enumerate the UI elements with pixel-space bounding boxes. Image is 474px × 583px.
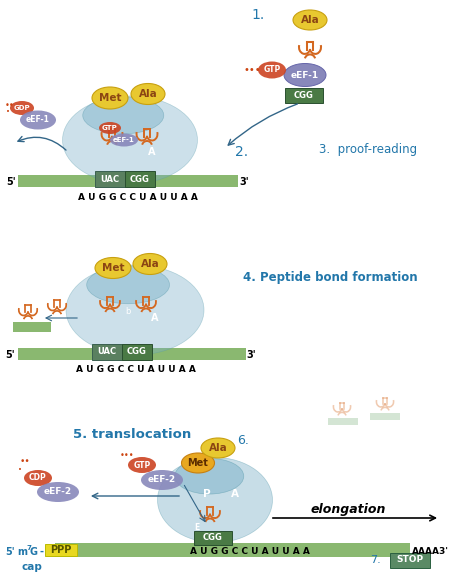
Text: •: • — [6, 109, 10, 115]
Ellipse shape — [128, 457, 156, 473]
Text: 5': 5' — [5, 547, 15, 557]
Ellipse shape — [10, 101, 34, 115]
Text: 7.: 7. — [370, 555, 380, 565]
Ellipse shape — [99, 122, 121, 134]
Text: A: A — [148, 147, 156, 157]
Text: 3': 3' — [239, 177, 249, 187]
Text: 2.: 2. — [236, 145, 248, 159]
Text: 3.  proof-reading: 3. proof-reading — [319, 143, 417, 156]
Text: Ala: Ala — [138, 89, 157, 99]
Ellipse shape — [83, 97, 164, 134]
Ellipse shape — [175, 458, 244, 494]
Text: Met: Met — [102, 263, 124, 273]
Ellipse shape — [141, 470, 183, 490]
Text: CGG: CGG — [203, 533, 223, 543]
Text: GTP: GTP — [264, 65, 281, 75]
Text: Ala: Ala — [209, 443, 228, 453]
Bar — [390, 553, 430, 568]
Text: CDP: CDP — [29, 473, 47, 483]
Bar — [18, 348, 246, 360]
Bar — [194, 531, 232, 545]
Text: m: m — [17, 547, 27, 557]
Text: G: G — [30, 547, 38, 557]
Ellipse shape — [284, 64, 326, 86]
Text: PPP: PPP — [50, 545, 72, 555]
Ellipse shape — [87, 266, 170, 304]
Ellipse shape — [131, 83, 165, 104]
Text: •: • — [18, 467, 22, 473]
Ellipse shape — [63, 96, 198, 184]
Text: 1.: 1. — [251, 8, 264, 22]
Text: ••: •• — [5, 101, 15, 111]
Ellipse shape — [258, 61, 286, 79]
Text: 5': 5' — [6, 177, 16, 187]
Text: b: b — [125, 307, 131, 315]
Text: •••: ••• — [120, 451, 134, 459]
Bar — [45, 544, 77, 556]
Ellipse shape — [157, 458, 273, 543]
Bar — [285, 88, 323, 103]
Text: GDP: GDP — [14, 105, 30, 111]
Text: Met: Met — [188, 458, 209, 468]
Text: A: A — [151, 313, 159, 323]
Bar — [13, 322, 51, 332]
Ellipse shape — [24, 470, 52, 486]
Ellipse shape — [37, 482, 79, 502]
Bar — [92, 344, 122, 360]
Ellipse shape — [20, 111, 56, 129]
Text: CGG: CGG — [294, 90, 314, 100]
Bar — [122, 344, 152, 360]
Text: UAC: UAC — [100, 174, 119, 184]
Text: •••: ••• — [243, 65, 261, 75]
Text: AAAA3': AAAA3' — [411, 546, 448, 556]
Text: CGG: CGG — [130, 174, 150, 184]
Ellipse shape — [95, 258, 131, 279]
Text: A U G G C C U A U U A A: A U G G C C U A U U A A — [190, 546, 310, 556]
Bar — [328, 418, 358, 425]
Ellipse shape — [201, 438, 235, 458]
Text: eEF-2: eEF-2 — [44, 487, 72, 497]
Ellipse shape — [66, 265, 204, 355]
Text: GTP: GTP — [133, 461, 151, 469]
Bar — [125, 171, 155, 187]
Text: E: E — [194, 524, 200, 532]
Text: ••: •• — [19, 458, 30, 466]
Text: A: A — [231, 489, 239, 499]
Ellipse shape — [182, 453, 215, 473]
Text: A U G G C C U A U U A A: A U G G C C U A U U A A — [76, 366, 196, 374]
Text: GTP: GTP — [102, 125, 118, 131]
Text: 5. translocation: 5. translocation — [73, 429, 191, 441]
Text: STOP: STOP — [396, 556, 424, 564]
Ellipse shape — [110, 134, 138, 146]
Text: eEF-1: eEF-1 — [113, 137, 135, 143]
Text: 6.: 6. — [237, 434, 249, 447]
Text: UAC: UAC — [98, 347, 117, 356]
Text: eEF-2: eEF-2 — [148, 476, 176, 484]
Ellipse shape — [293, 10, 327, 30]
Text: A U G G C C U A U U A A: A U G G C C U A U U A A — [78, 192, 198, 202]
Text: Ala: Ala — [301, 15, 319, 25]
Text: -: - — [40, 547, 44, 557]
Text: 5': 5' — [5, 350, 15, 360]
Text: Met: Met — [99, 93, 121, 103]
Bar — [55, 543, 410, 557]
Bar — [95, 171, 125, 187]
Ellipse shape — [133, 254, 167, 275]
Bar — [370, 413, 400, 420]
Text: Ala: Ala — [141, 259, 159, 269]
Text: 3': 3' — [246, 350, 256, 360]
Text: 4. Peptide bond formation: 4. Peptide bond formation — [243, 272, 417, 285]
Text: eEF-1: eEF-1 — [291, 71, 319, 79]
Text: eEF-1: eEF-1 — [26, 115, 50, 125]
Bar — [18, 175, 238, 187]
Text: 7: 7 — [26, 545, 31, 551]
Text: P: P — [203, 489, 211, 499]
Ellipse shape — [92, 87, 128, 109]
Text: CGG: CGG — [127, 347, 147, 356]
Text: elongation: elongation — [310, 504, 386, 517]
Text: cap: cap — [21, 562, 43, 572]
